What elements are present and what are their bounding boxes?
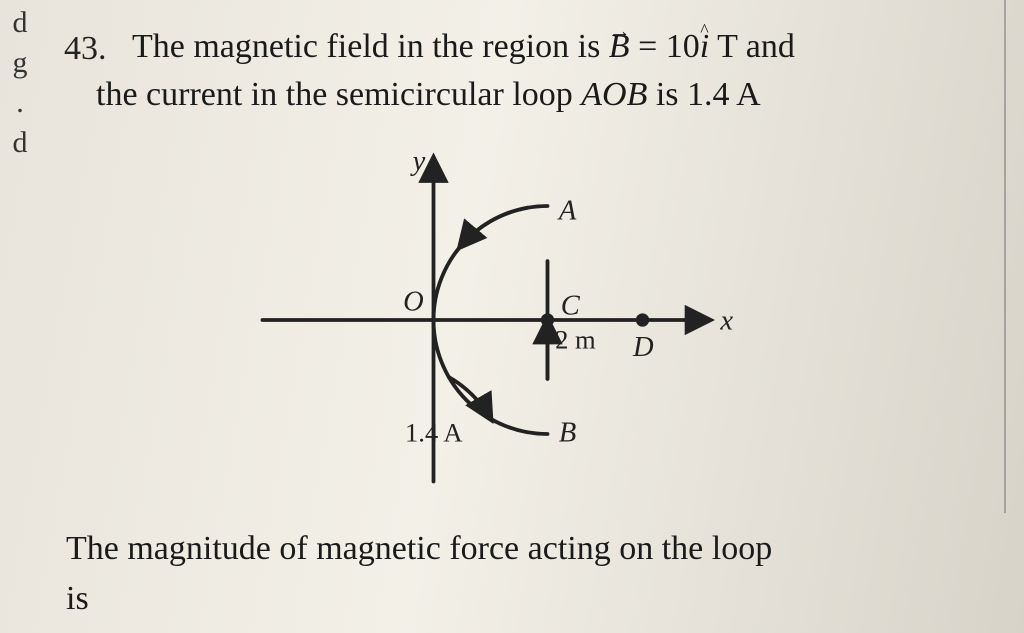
point-c-dot xyxy=(541,313,554,326)
current-label: 1.4 A xyxy=(405,418,463,448)
prompt-bottom-line: The magnitude of magnetic force acting o… xyxy=(66,530,994,568)
hat-icon: ^ xyxy=(700,18,708,42)
text: is 1.4 A xyxy=(647,76,760,113)
point-a-label: A xyxy=(557,195,577,226)
radius-label: 2 m xyxy=(555,325,596,355)
point-b-label: B xyxy=(559,418,576,449)
page-right-edge xyxy=(1004,0,1006,513)
vector-B: →B xyxy=(609,28,630,65)
margin-letter: . xyxy=(0,86,40,120)
point-d-label: D xyxy=(632,332,654,363)
vector-arrow-icon: → xyxy=(609,16,630,46)
diagram-svg: y x O A B C D 2 m 1.4 A xyxy=(240,130,760,510)
point-c-label: C xyxy=(561,290,581,321)
margin-letter: d xyxy=(0,6,40,40)
point-d-dot xyxy=(636,313,649,326)
diagram: y x O A B C D 2 m 1.4 A xyxy=(240,130,760,510)
prompt-is: is xyxy=(66,580,89,618)
prompt-line-2: the current in the semicircular loop AOB… xyxy=(96,72,994,118)
margin-letter: g xyxy=(0,46,40,80)
loop-name: AOB xyxy=(581,76,647,113)
unit-i-hat: ^i xyxy=(700,28,709,65)
text: the current in the semicircular loop xyxy=(96,76,581,113)
page: d g . d 43. The magnetic field in the re… xyxy=(0,0,1024,633)
axis-label-x: x xyxy=(719,306,733,337)
text: = 10 xyxy=(638,28,700,65)
prompt-line-1: The magnetic field in the region is →B =… xyxy=(132,24,994,70)
text: T and xyxy=(709,28,795,65)
arc-arrow-icon xyxy=(460,208,528,247)
arc-arrow2-icon xyxy=(449,377,491,419)
text: The magnetic field in the region is xyxy=(132,28,609,65)
left-margin-letters: d g . d xyxy=(0,0,40,633)
point-o-label: O xyxy=(403,287,424,318)
margin-letter: d xyxy=(0,126,40,160)
question-number: 43. xyxy=(64,30,107,68)
axis-label-y: y xyxy=(410,146,426,177)
